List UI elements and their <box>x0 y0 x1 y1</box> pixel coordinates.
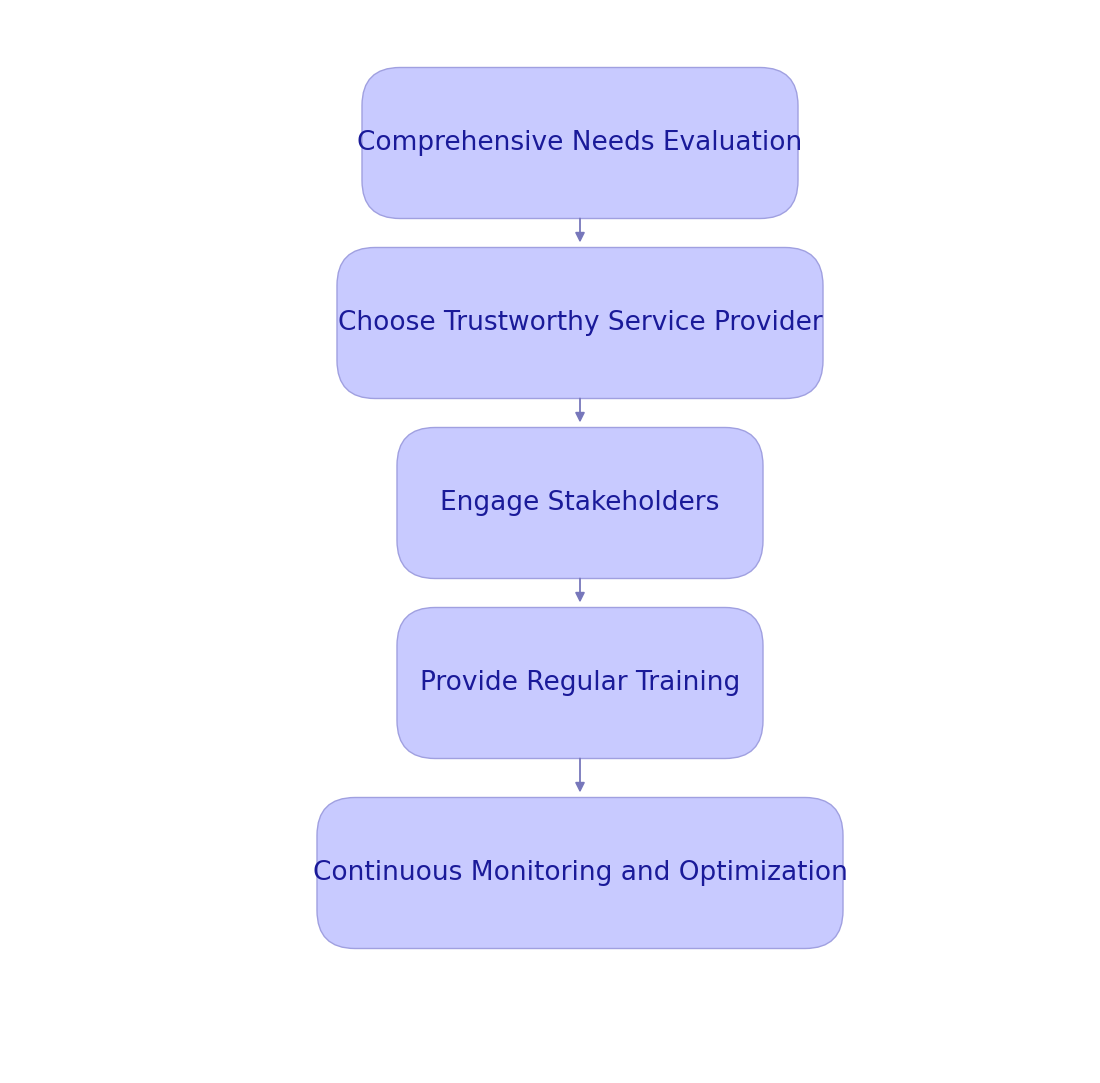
Text: Engage Stakeholders: Engage Stakeholders <box>440 490 719 516</box>
Text: Comprehensive Needs Evaluation: Comprehensive Needs Evaluation <box>358 130 803 156</box>
FancyBboxPatch shape <box>362 67 798 219</box>
FancyBboxPatch shape <box>397 428 763 578</box>
FancyBboxPatch shape <box>397 608 763 758</box>
Text: Provide Regular Training: Provide Regular Training <box>420 670 740 696</box>
FancyBboxPatch shape <box>337 248 823 399</box>
FancyBboxPatch shape <box>317 797 843 949</box>
Text: Choose Trustworthy Service Provider: Choose Trustworthy Service Provider <box>338 310 823 336</box>
Text: Continuous Monitoring and Optimization: Continuous Monitoring and Optimization <box>312 860 847 886</box>
